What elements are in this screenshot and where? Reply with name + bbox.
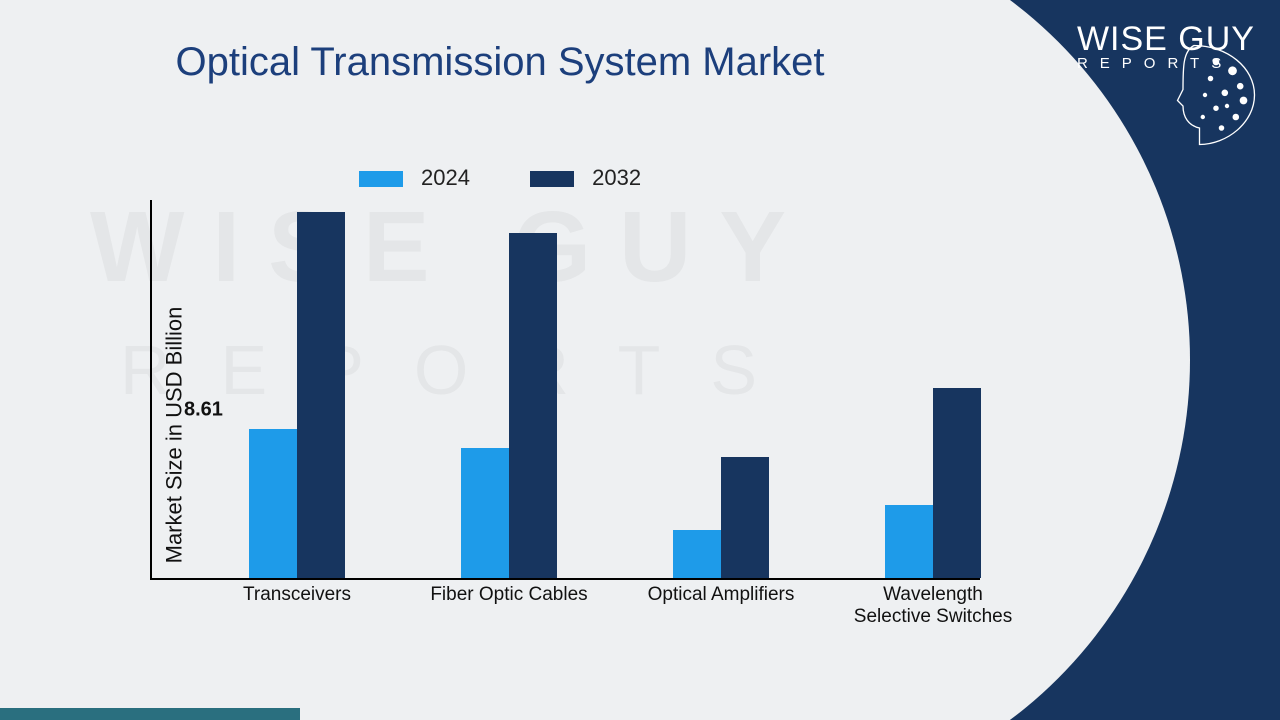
stage: WISE GUY REPORTS WISE GUY REPORTS Optica… bbox=[0, 0, 1280, 720]
legend-swatch-2032 bbox=[530, 171, 574, 187]
legend-label-2032: 2032 bbox=[592, 165, 641, 190]
bar bbox=[249, 429, 297, 578]
plot-area: Transceivers Fiber Optic Cables Optical Am… bbox=[150, 200, 980, 580]
bar-group: Optical Amplifiers bbox=[646, 457, 796, 578]
legend-item-2032: 2032 bbox=[530, 165, 641, 191]
x-tick-label: Fiber Optic Cables bbox=[424, 578, 594, 606]
bar bbox=[933, 388, 981, 578]
chart-title: Optical Transmission System Market bbox=[50, 40, 950, 85]
legend-label-2024: 2024 bbox=[421, 165, 470, 190]
bar-group: Wavelength Selective Switches bbox=[858, 388, 1008, 578]
footer-accent-bar bbox=[0, 708, 300, 720]
legend-swatch-2024 bbox=[359, 171, 403, 187]
bar bbox=[509, 233, 557, 578]
bar-group: Transceivers bbox=[222, 212, 372, 578]
legend: 2024 2032 bbox=[50, 165, 950, 191]
brand-logo: WISE GUY REPORTS bbox=[1077, 20, 1255, 72]
bar bbox=[297, 212, 345, 578]
x-tick-label: Transceivers bbox=[212, 578, 382, 606]
chart-area: Market Size in USD Billion TransceiversF… bbox=[90, 200, 990, 670]
legend-item-2024: 2024 bbox=[359, 165, 470, 191]
bar-value-label: 8.61 bbox=[184, 399, 223, 422]
bar bbox=[673, 530, 721, 578]
bar-group: Fiber Optic Cables bbox=[434, 233, 584, 578]
bar bbox=[461, 448, 509, 578]
x-tick-label: Wavelength Selective Switches bbox=[848, 578, 1018, 628]
bar bbox=[885, 505, 933, 578]
bar bbox=[721, 457, 769, 578]
x-tick-label: Optical Amplifiers bbox=[636, 578, 806, 606]
brand-head-icon bbox=[1150, 40, 1260, 150]
